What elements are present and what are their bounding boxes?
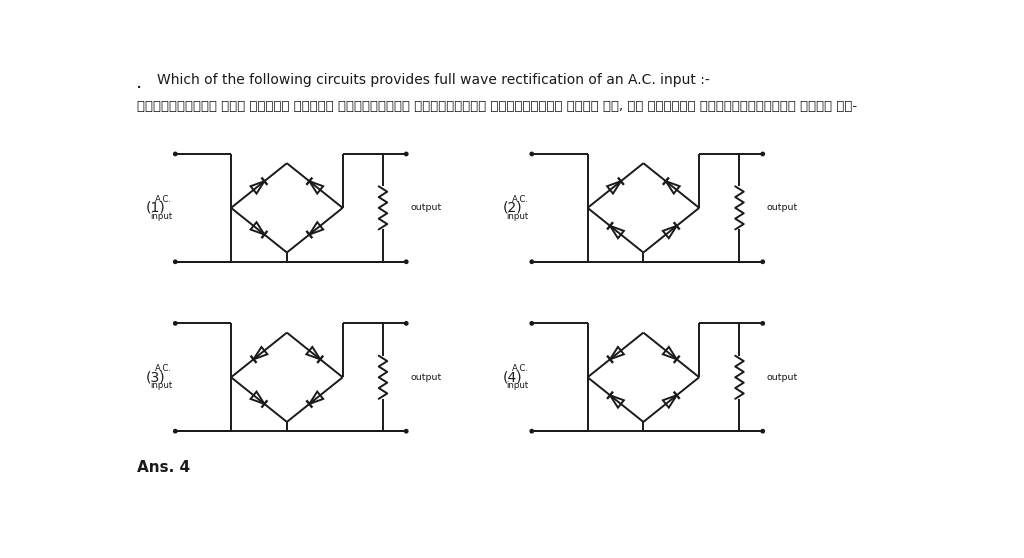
Text: A.C.: A.C. <box>512 364 528 373</box>
Text: (2): (2) <box>503 201 522 215</box>
Circle shape <box>174 260 177 263</box>
Text: output: output <box>410 203 441 213</box>
Text: (1): (1) <box>145 201 166 215</box>
Text: Ans. 4: Ans. 4 <box>137 460 190 475</box>
Circle shape <box>530 321 534 325</box>
Text: input: input <box>507 381 528 390</box>
Circle shape <box>761 260 765 263</box>
Circle shape <box>404 152 408 156</box>
Text: A.C.: A.C. <box>156 195 172 204</box>
Text: output: output <box>767 373 798 382</box>
Text: A.C.: A.C. <box>512 195 528 204</box>
Circle shape <box>174 430 177 433</box>
Text: output: output <box>767 203 798 213</box>
Circle shape <box>530 152 534 156</box>
Circle shape <box>761 152 765 156</box>
Circle shape <box>404 321 408 325</box>
Text: A.C.: A.C. <box>156 364 172 373</box>
Text: input: input <box>150 211 172 221</box>
Circle shape <box>174 152 177 156</box>
Text: (3): (3) <box>145 371 166 384</box>
Text: input: input <box>507 211 528 221</box>
Circle shape <box>404 260 408 263</box>
Text: Which of the following circuits provides full wave rectification of an A.C. inpu: Which of the following circuits provides… <box>158 73 711 87</box>
Circle shape <box>761 430 765 433</box>
Text: .: . <box>136 73 142 92</box>
Circle shape <box>404 430 408 433</box>
Text: (4): (4) <box>503 371 522 384</box>
Circle shape <box>530 430 534 433</box>
Circle shape <box>174 321 177 325</box>
Text: input: input <box>150 381 172 390</box>
Text: output: output <box>410 373 441 382</box>
Circle shape <box>530 260 534 263</box>
Text: निम्नलिखित में कौनसा परिपथ पूर्णतरंग दिष्टकारी प्रदर्शित करता है, जब निवेशी प्रत: निम्नलिखित में कौनसा परिपथ पूर्णतरंग दिष… <box>137 100 857 113</box>
Circle shape <box>761 321 765 325</box>
